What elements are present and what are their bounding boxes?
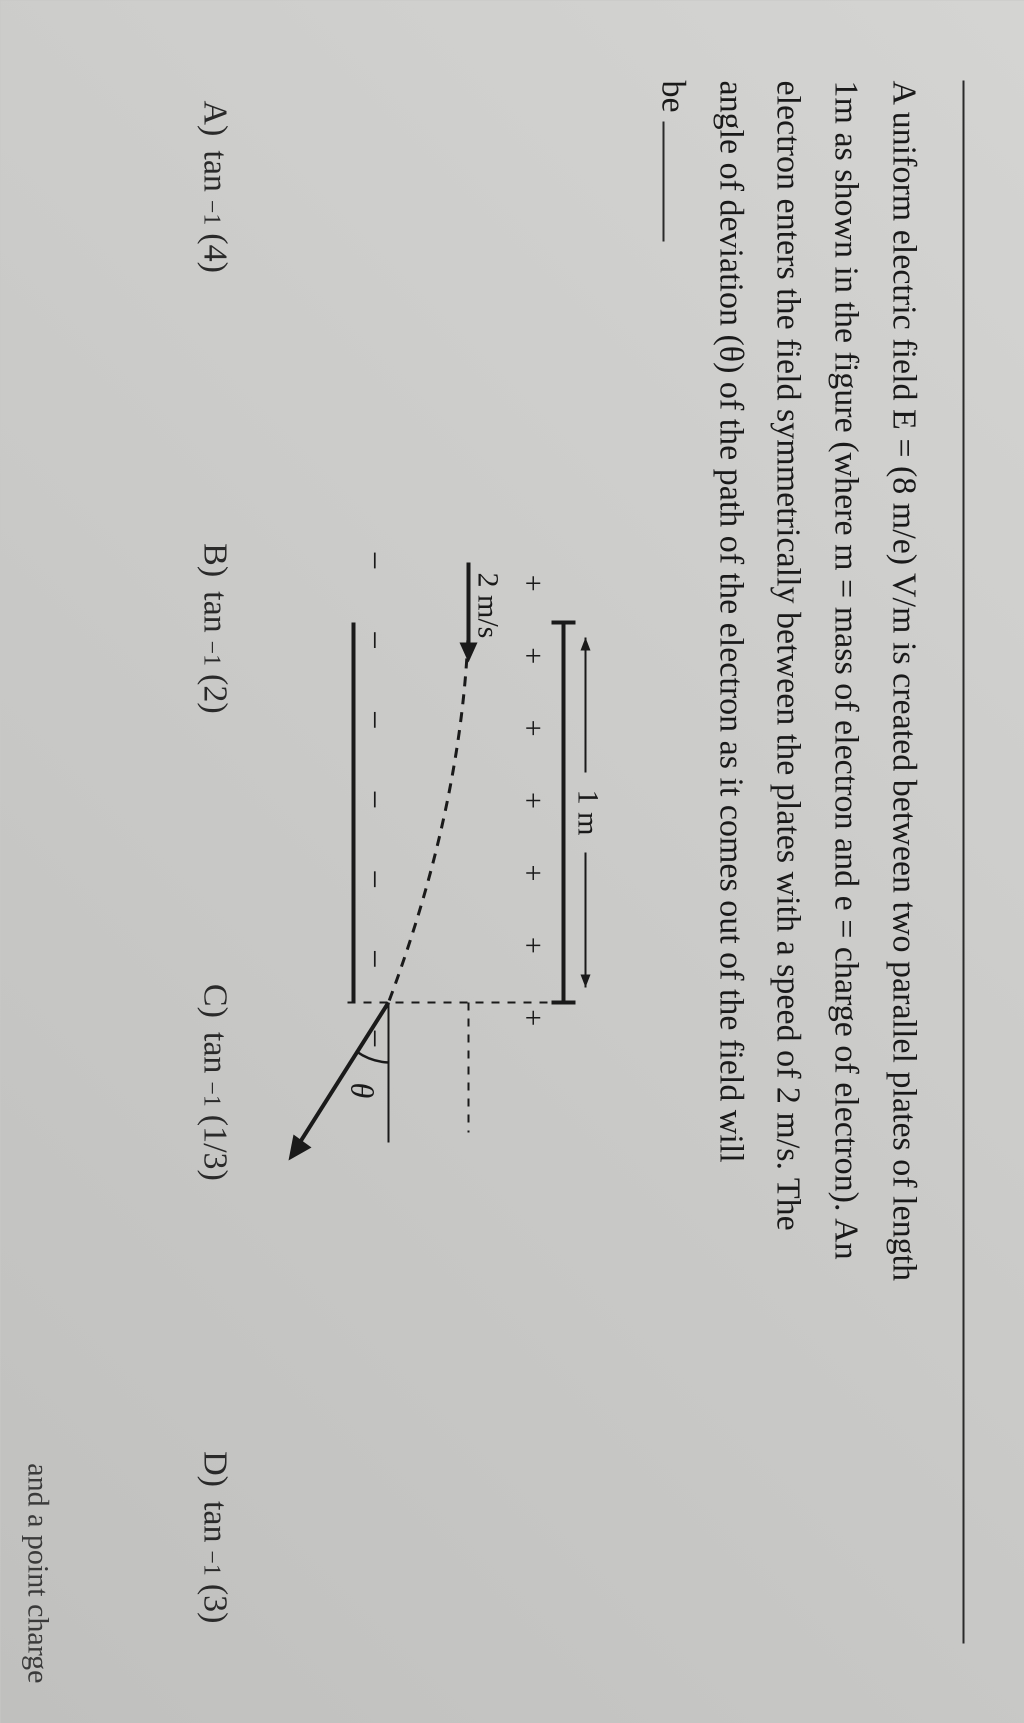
option-b-exp: −1	[197, 640, 224, 665]
option-b-letter: B)	[195, 543, 233, 577]
option-d-arg: (3)	[195, 1583, 233, 1623]
question-text: A uniform electric field E = (8 m/e) V/m…	[643, 80, 932, 1643]
answer-blank	[662, 121, 664, 241]
electron-path-curve	[388, 622, 468, 1002]
option-d-func: tan	[195, 1500, 233, 1542]
question-line4: angle of deviation (θ) of the path of th…	[712, 80, 749, 1162]
page-container: A uniform electric field E = (8 m/e) V/m…	[0, 0, 1024, 1723]
options-row: A) tan −1 (4) B) tan −1 (2) C) tan −1 (1/3) D)…	[195, 80, 233, 1643]
option-c-func: tan	[195, 1031, 233, 1073]
option-a-letter: A)	[195, 100, 233, 136]
question-line5: be	[654, 80, 691, 112]
option-a-arg: (4)	[195, 233, 233, 273]
footer-fragment: and a point charge	[20, 1463, 54, 1683]
option-b-func: tan	[195, 591, 233, 633]
plate-length-label: 1 m	[571, 789, 604, 835]
minus-signs: − − − − − − −	[355, 550, 392, 1073]
option-b: B) tan −1 (2)	[195, 543, 233, 714]
exit-arrow-shaft	[293, 1002, 388, 1152]
physics-diagram: 1 m + + + + + + + − − − − − − − 2 m/s	[263, 502, 623, 1222]
option-c-arg: (1/3)	[195, 1114, 233, 1180]
option-c-exp: −1	[197, 1081, 224, 1106]
option-b-arg: (2)	[195, 674, 233, 714]
top-border	[962, 80, 964, 1643]
velocity-label: 2 m/s	[471, 572, 504, 638]
option-d-letter: D)	[195, 1451, 233, 1487]
option-a-func: tan	[195, 150, 233, 192]
question-line2: 1m as shown in the figure (where m = mas…	[827, 80, 864, 1259]
option-a: A) tan −1 (4)	[195, 100, 233, 272]
diagram-area: 1 m + + + + + + + − − − − − − − 2 m/s	[263, 80, 623, 1643]
option-c: C) tan −1 (1/3)	[195, 983, 233, 1180]
angle-label: θ	[344, 1082, 380, 1098]
plus-signs: + + + + + + +	[516, 574, 549, 1049]
option-d: D) tan −1 (3)	[195, 1451, 233, 1623]
question-line3: electron enters the field symmetrically …	[769, 80, 806, 1230]
option-a-exp: −1	[197, 199, 224, 224]
option-c-letter: C)	[195, 983, 233, 1017]
dim-arrowhead-right	[580, 974, 590, 987]
exit-arrow-head	[288, 1134, 311, 1160]
option-d-exp: −1	[197, 1550, 224, 1575]
dim-arrowhead-left	[580, 637, 590, 650]
question-line1: A uniform electric field E = (8 m/e) V/m…	[885, 80, 922, 1281]
